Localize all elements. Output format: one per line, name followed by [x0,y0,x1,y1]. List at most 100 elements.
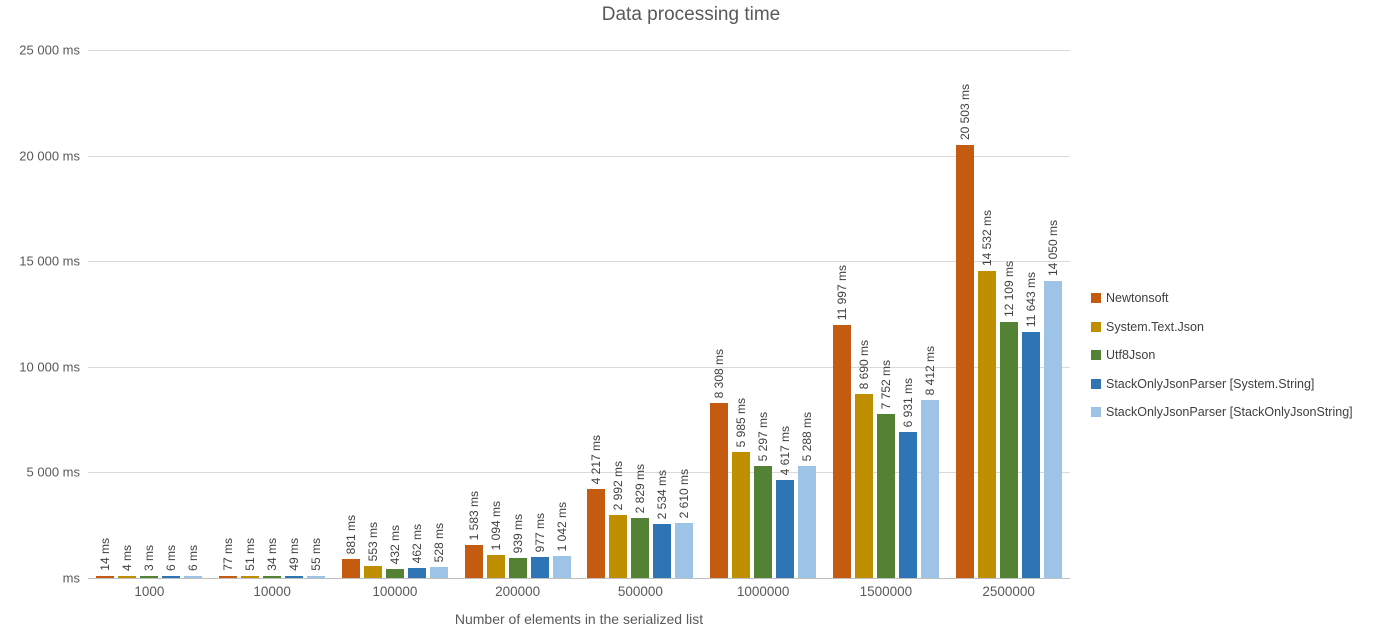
bar [96,576,115,578]
bar-cell: 11 997 ms [832,265,851,578]
bar-cell: 5 288 ms [798,411,817,578]
bar-value-label: 939 ms [510,513,525,553]
bar [955,145,974,578]
bar-cell: 2 610 ms [675,469,694,578]
bar-cell: 6 ms [162,545,181,578]
bar-value-label: 462 ms [409,523,424,563]
bar-value-label: 1 042 ms [554,501,569,551]
bar-cell: 7 752 ms [876,360,895,578]
bar-value-label: 8 308 ms [712,348,727,398]
chart-title: Data processing time [601,4,781,25]
bar-value-label: 49 ms [287,538,302,571]
bar-cell: 939 ms [508,513,527,578]
bar-value-label: 5 288 ms [800,411,815,461]
bar-value-label: 55 ms [309,538,324,571]
bar-cell: 14 050 ms [1043,220,1062,578]
bar-value-label: 553 ms [365,521,380,561]
legend-marker-icon [1091,321,1101,332]
bar [898,432,917,578]
bar-cell: 4 ms [118,544,137,578]
bar-value-label: 11 643 ms [1023,271,1038,327]
bar [798,466,817,578]
bar-value-label: 51 ms [243,538,258,571]
x-axis: 1000 10000 100000 200000 500000 1000000 150000… [88,584,1070,604]
legend-item: System.Text.Json [1091,313,1353,342]
legend-marker-icon [1091,350,1101,361]
category-label: 200000 [495,584,541,599]
bar-cell: 20 503 ms [955,83,974,578]
category-label: 1000000 [736,584,790,599]
bar-cell: 5 985 ms [732,397,751,578]
category-label: 2500000 [982,584,1035,599]
bar [140,576,159,578]
bar [1021,332,1040,578]
bar [162,576,181,578]
category-label: 1500000 [859,584,913,599]
legend-marker-icon [1091,407,1101,418]
bar-value-label: 4 ms [120,544,135,571]
bar [999,322,1018,578]
bar-value-label: 6 931 ms [900,377,915,427]
legend-label: Newtonsoft [1106,291,1169,306]
bar-cell: 3 ms [140,545,159,578]
bar-cell: 4 217 ms [587,434,606,578]
bar-cell: 12 109 ms [999,261,1018,578]
y-tick-label: 20 000 ms [19,148,80,164]
bar-cell: 5 297 ms [754,411,773,578]
y-tick-label: 5 000 ms [26,464,80,480]
y-tick-label: 10 000 ms [19,359,80,375]
category-label: 1000 [134,584,165,599]
bar [464,545,483,578]
bar [754,466,773,578]
bar-value-label: 1 583 ms [466,490,481,540]
bar-value-label: 4 217 ms [589,434,604,484]
legend-item: StackOnlyJsonParser [StackOnlyJsonString… [1091,398,1353,427]
bar-value-label: 8 412 ms [922,345,937,395]
bar-value-label: 1 094 ms [488,500,503,550]
bar-group-200000: 1 583 ms 1 094 ms 939 ms 977 ms 1 042 ms [456,50,579,578]
bar [609,515,628,578]
bar-value-label: 2 534 ms [655,469,670,519]
bar [241,576,260,578]
bar-group-500000: 4 217 ms 2 992 ms 2 829 ms 2 534 ms 2 610 ms [579,50,702,578]
bar-value-label: 2 829 ms [633,463,648,513]
bar-cell: 1 094 ms [486,500,505,578]
bar-value-label: 8 690 ms [856,339,871,389]
bar-cell: 6 ms [184,545,203,578]
legend-item: Newtonsoft [1091,284,1353,313]
bar-cell: 2 829 ms [631,463,650,578]
gridline [88,472,1070,474]
legend-label: System.Text.Json [1106,319,1204,334]
bar-value-label: 34 ms [265,538,280,571]
bar-cell: 11 643 ms [1021,271,1040,578]
bar [219,576,238,578]
bar [363,566,382,578]
legend: Newtonsoft System.Text.Json Utf8Json StackO… [1091,284,1353,427]
bar-value-label: 5 985 ms [734,397,749,447]
bar-cell: 2 992 ms [609,461,628,578]
bar-value-label: 77 ms [221,538,236,571]
bar-cell: 77 ms [219,538,238,578]
bar [307,576,326,578]
bar-value-label: 4 617 ms [778,425,793,475]
bar-group-1000000: 8 308 ms 5 985 ms 5 297 ms 4 617 ms 5 288 ms [702,50,825,578]
category-label: 10000 [253,584,291,599]
bar [552,556,571,578]
bar-group-1500000: 11 997 ms 8 690 ms 7 752 ms 6 931 ms 8 412 m… [825,50,948,578]
bar [184,576,203,578]
bar-value-label: 14 532 ms [979,209,994,266]
bar-cell: 8 412 ms [920,345,939,578]
legend-marker-icon [1091,378,1101,389]
bar [118,576,137,578]
bar-value-label: 20 503 ms [957,83,972,140]
bar-value-label: 5 297 ms [756,411,771,461]
bar [854,394,873,578]
bar [508,558,527,578]
y-tick-label: 15 000 ms [19,253,80,269]
gridline [88,261,1070,263]
bar-cell: 528 ms [429,523,448,578]
bar [675,523,694,578]
bar [653,524,672,578]
bar-cell: 881 ms [341,515,360,578]
legend-item: StackOnlyJsonParser [System.String] [1091,370,1353,399]
